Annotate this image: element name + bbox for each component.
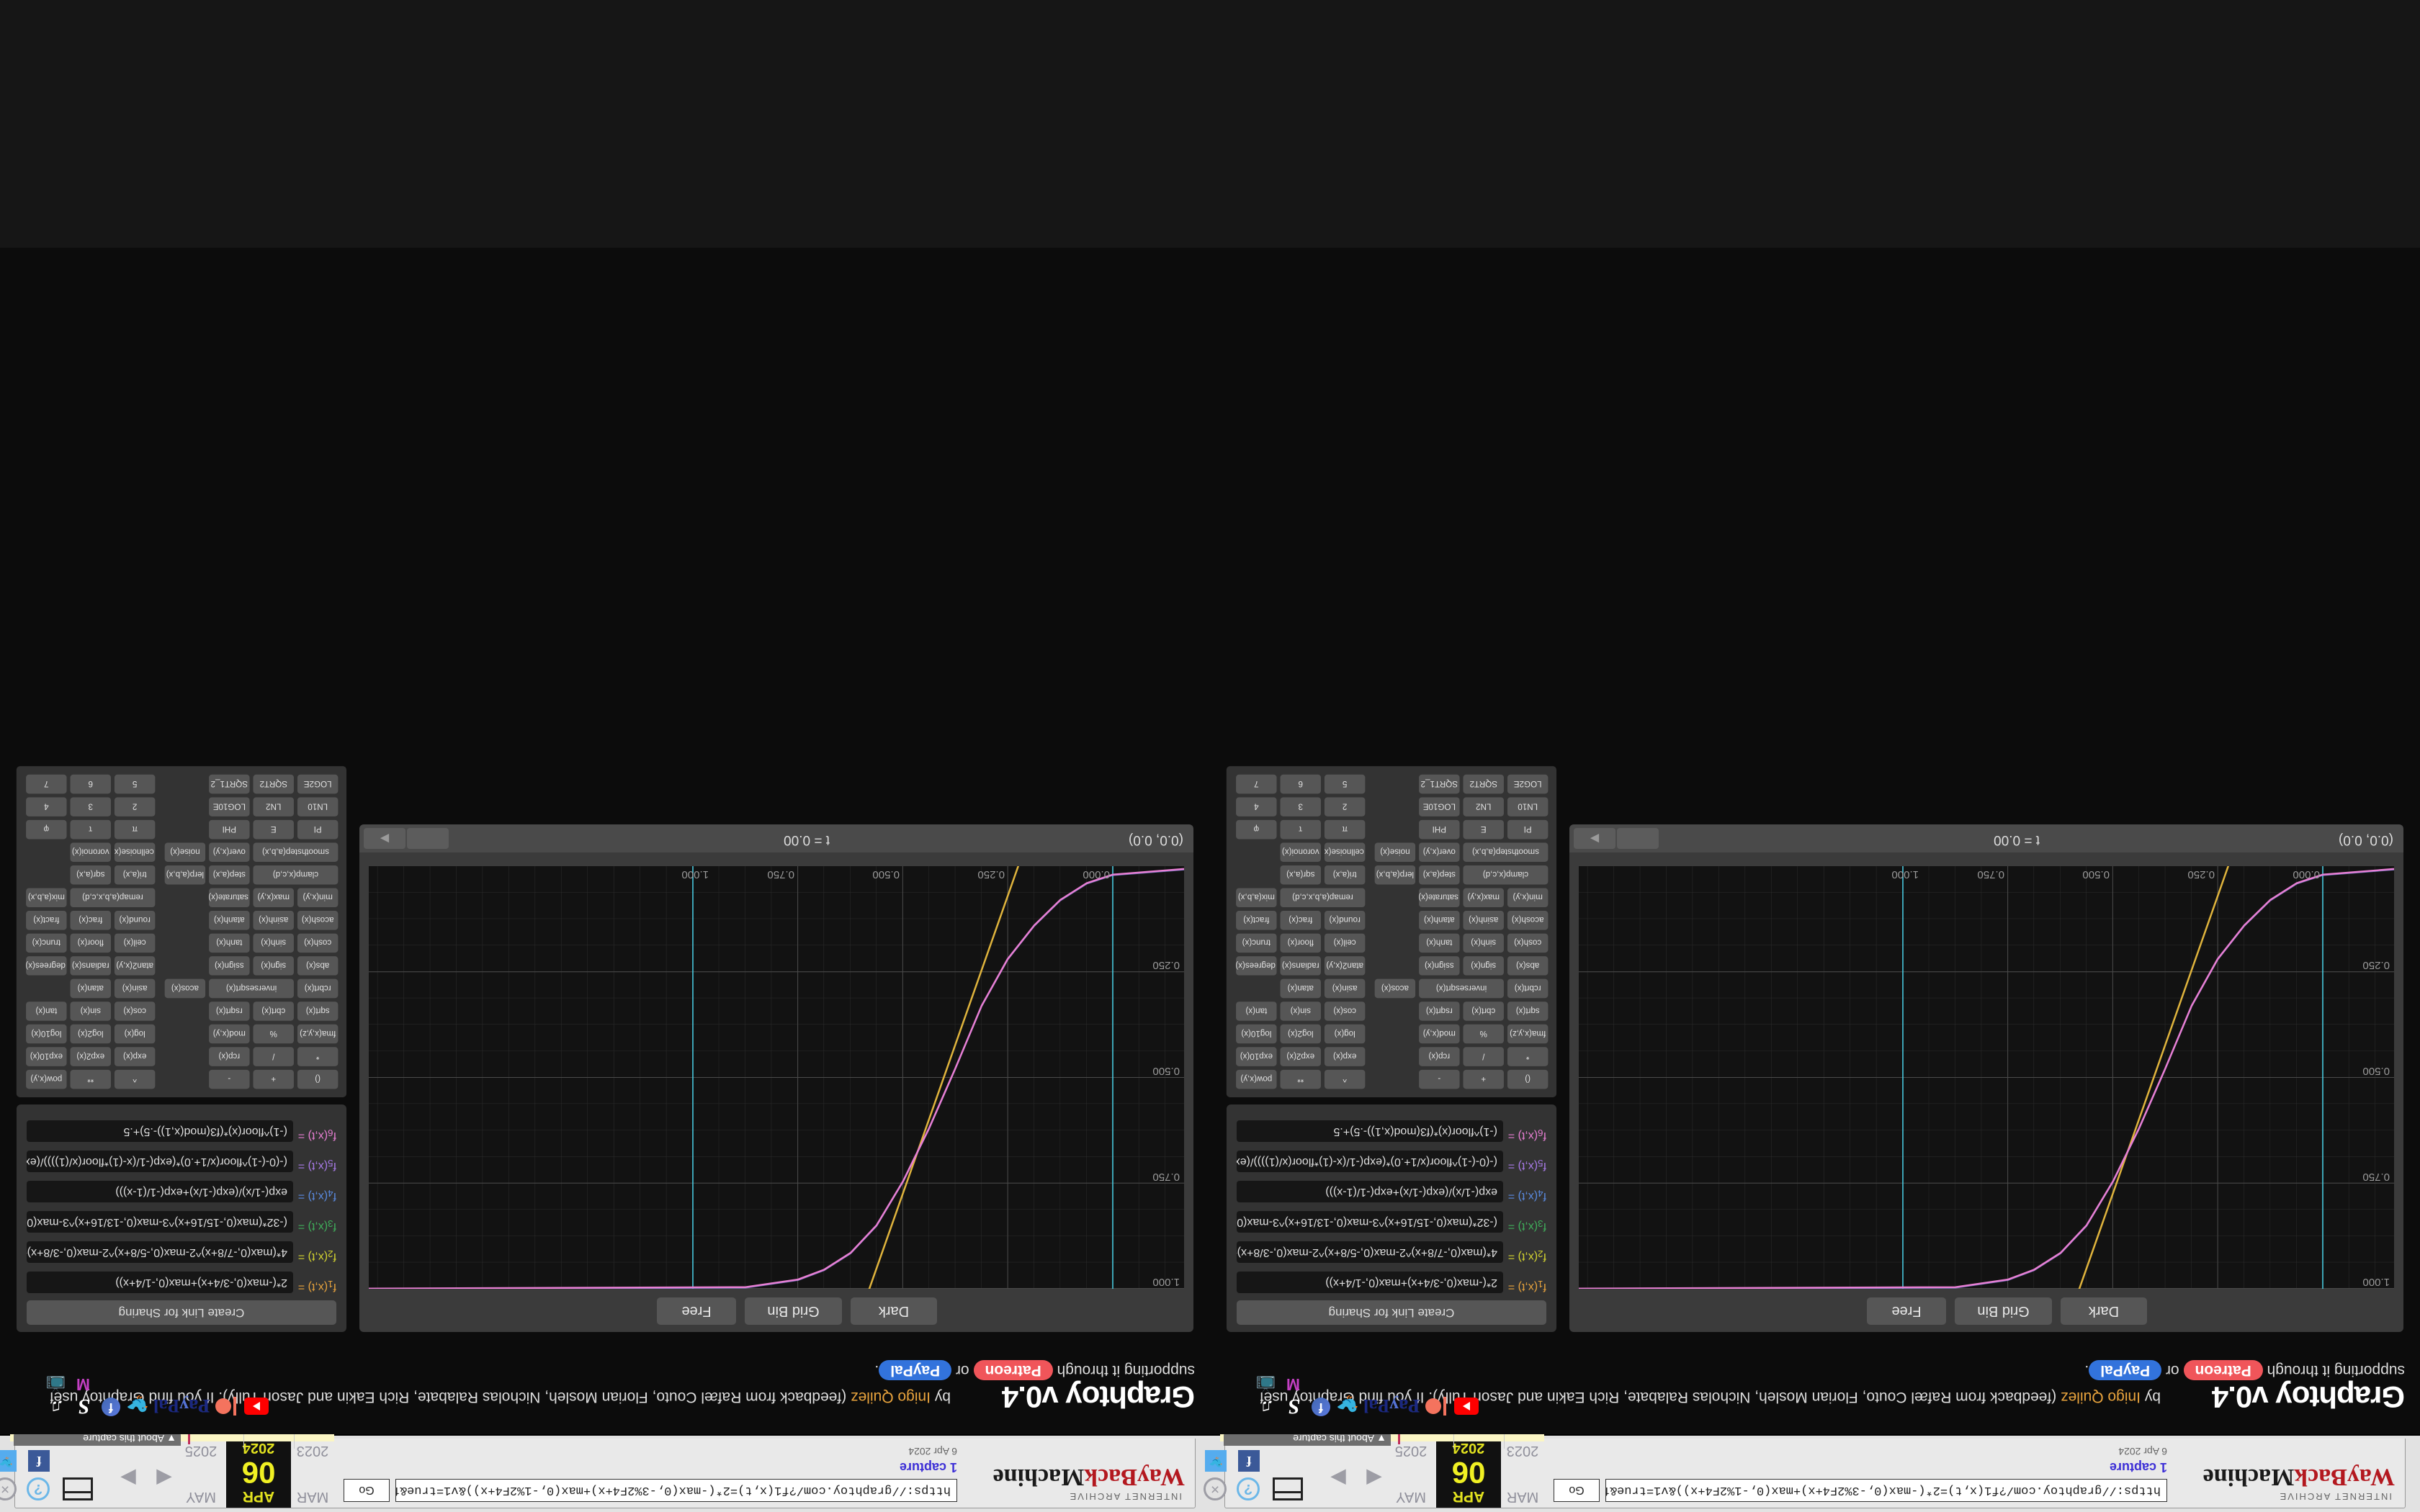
svg-text:1.000: 1.000: [1152, 1276, 1180, 1288]
svg-text:0.250: 0.250: [2187, 868, 2215, 881]
svg-text:0.750: 0.750: [2362, 1171, 2390, 1183]
svg-text:0.500: 0.500: [872, 868, 900, 881]
svg-text:0.250: 0.250: [1152, 959, 1180, 971]
svg-text:0.250: 0.250: [2362, 959, 2390, 971]
svg-text:1.000: 1.000: [2362, 1276, 2390, 1288]
svg-text:0.500: 0.500: [1152, 1065, 1180, 1077]
svg-text:0.000: 0.000: [2293, 868, 2320, 881]
svg-text:0.500: 0.500: [2082, 868, 2110, 881]
svg-text:1.000: 1.000: [681, 868, 709, 881]
svg-text:0.750: 0.750: [1977, 868, 2004, 881]
svg-text:0.250: 0.250: [977, 868, 1005, 881]
svg-text:0.750: 0.750: [767, 868, 794, 881]
svg-text:0.000: 0.000: [1083, 868, 1110, 881]
svg-text:1.000: 1.000: [1891, 868, 1919, 881]
svg-text:0.750: 0.750: [1152, 1171, 1180, 1183]
svg-text:0.500: 0.500: [2362, 1065, 2390, 1077]
